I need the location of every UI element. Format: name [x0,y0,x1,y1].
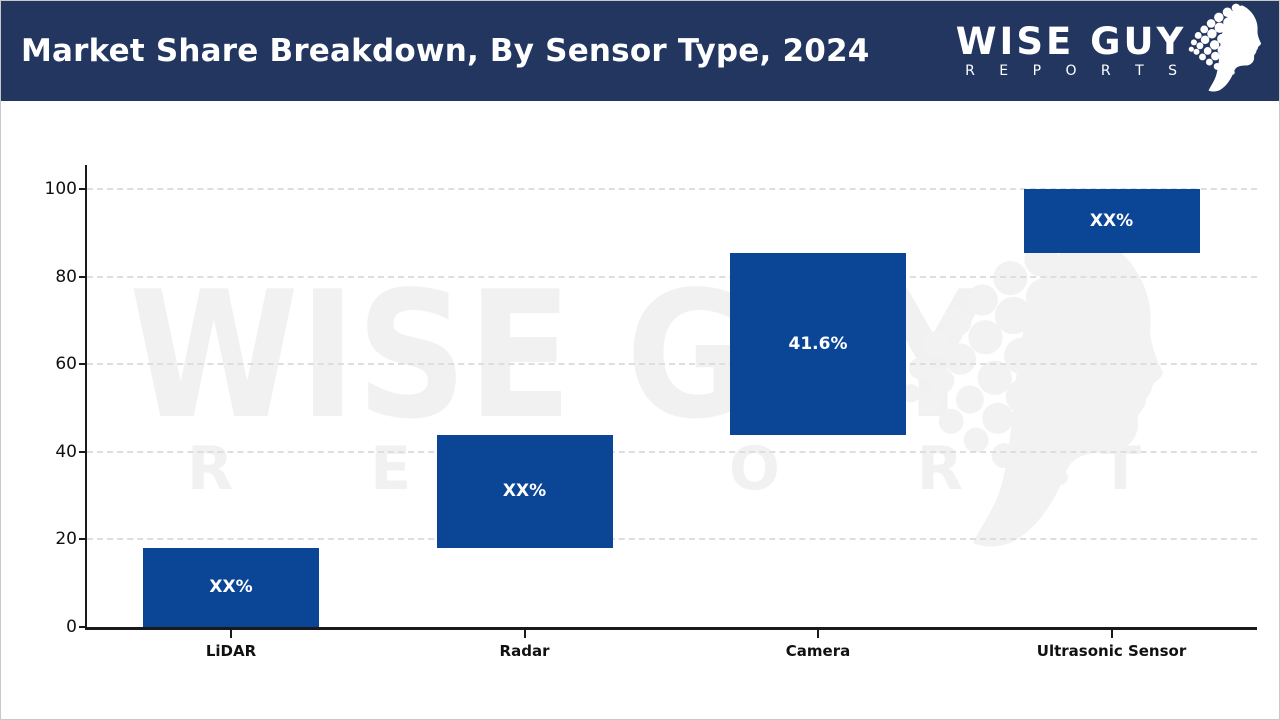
y-tick-label: 60 [55,354,77,375]
x-tick-mark [817,630,819,638]
y-tick-label: 80 [55,266,77,287]
bar-camera [730,252,906,436]
x-category-label: Camera [785,642,851,660]
logo-wordmark: WISE GUY [955,20,1187,63]
bar-radar [436,435,613,548]
y-gridline [87,363,1257,366]
bar-value-label: XX% [502,481,547,502]
y-tick-label: 40 [55,441,77,462]
bar-value-label: XX% [209,577,253,598]
x-tick-mark [1110,630,1113,638]
y-tick-mark [79,188,87,190]
bar-lidar [143,547,319,627]
y-tick-mark [79,363,87,366]
figure-header: Market Share Breakdown, By Sensor Type, … [1,1,1279,101]
bar-value-label: XX% [1089,210,1134,231]
x-axis-spine [85,627,1257,630]
y-tick-mark [79,538,87,541]
chart-title: Market Share Breakdown, By Sensor Type, … [21,33,870,69]
bar-value-label: 41.6% [788,334,848,355]
logo-head-icon [1181,1,1267,100]
x-category-label: LiDAR [205,642,257,660]
logo-subtitle: R E P O R T S [965,63,1187,79]
logo-text: WISE GUY R E P O R T S [955,23,1187,79]
y-tick-label: 0 [66,617,77,637]
y-gridline [87,538,1257,541]
x-category-label: Ultrasonic Sensor [1036,642,1187,660]
y-gridline [87,450,1257,453]
y-axis-spine [85,165,87,630]
x-category-label: Radar [499,642,550,660]
y-tick-mark [79,450,87,453]
y-tick-label: 20 [55,529,77,550]
y-tick-label: 100 [44,179,77,199]
y-tick-mark [79,626,87,628]
watermark-head-icon [873,219,1185,577]
bar-ultrasonic-sensor [1023,189,1200,253]
y-gridline [87,275,1257,278]
x-tick-mark [230,630,232,638]
y-gridline [87,188,1257,190]
y-tick-mark [79,275,87,278]
wise-guy-reports-logo: WISE GUY R E P O R T S [955,3,1267,100]
x-tick-mark [523,630,526,638]
chart-area: WISE GUY R E P O R T S 0 20 40 60 80 100 XX% Li… [1,101,1279,719]
